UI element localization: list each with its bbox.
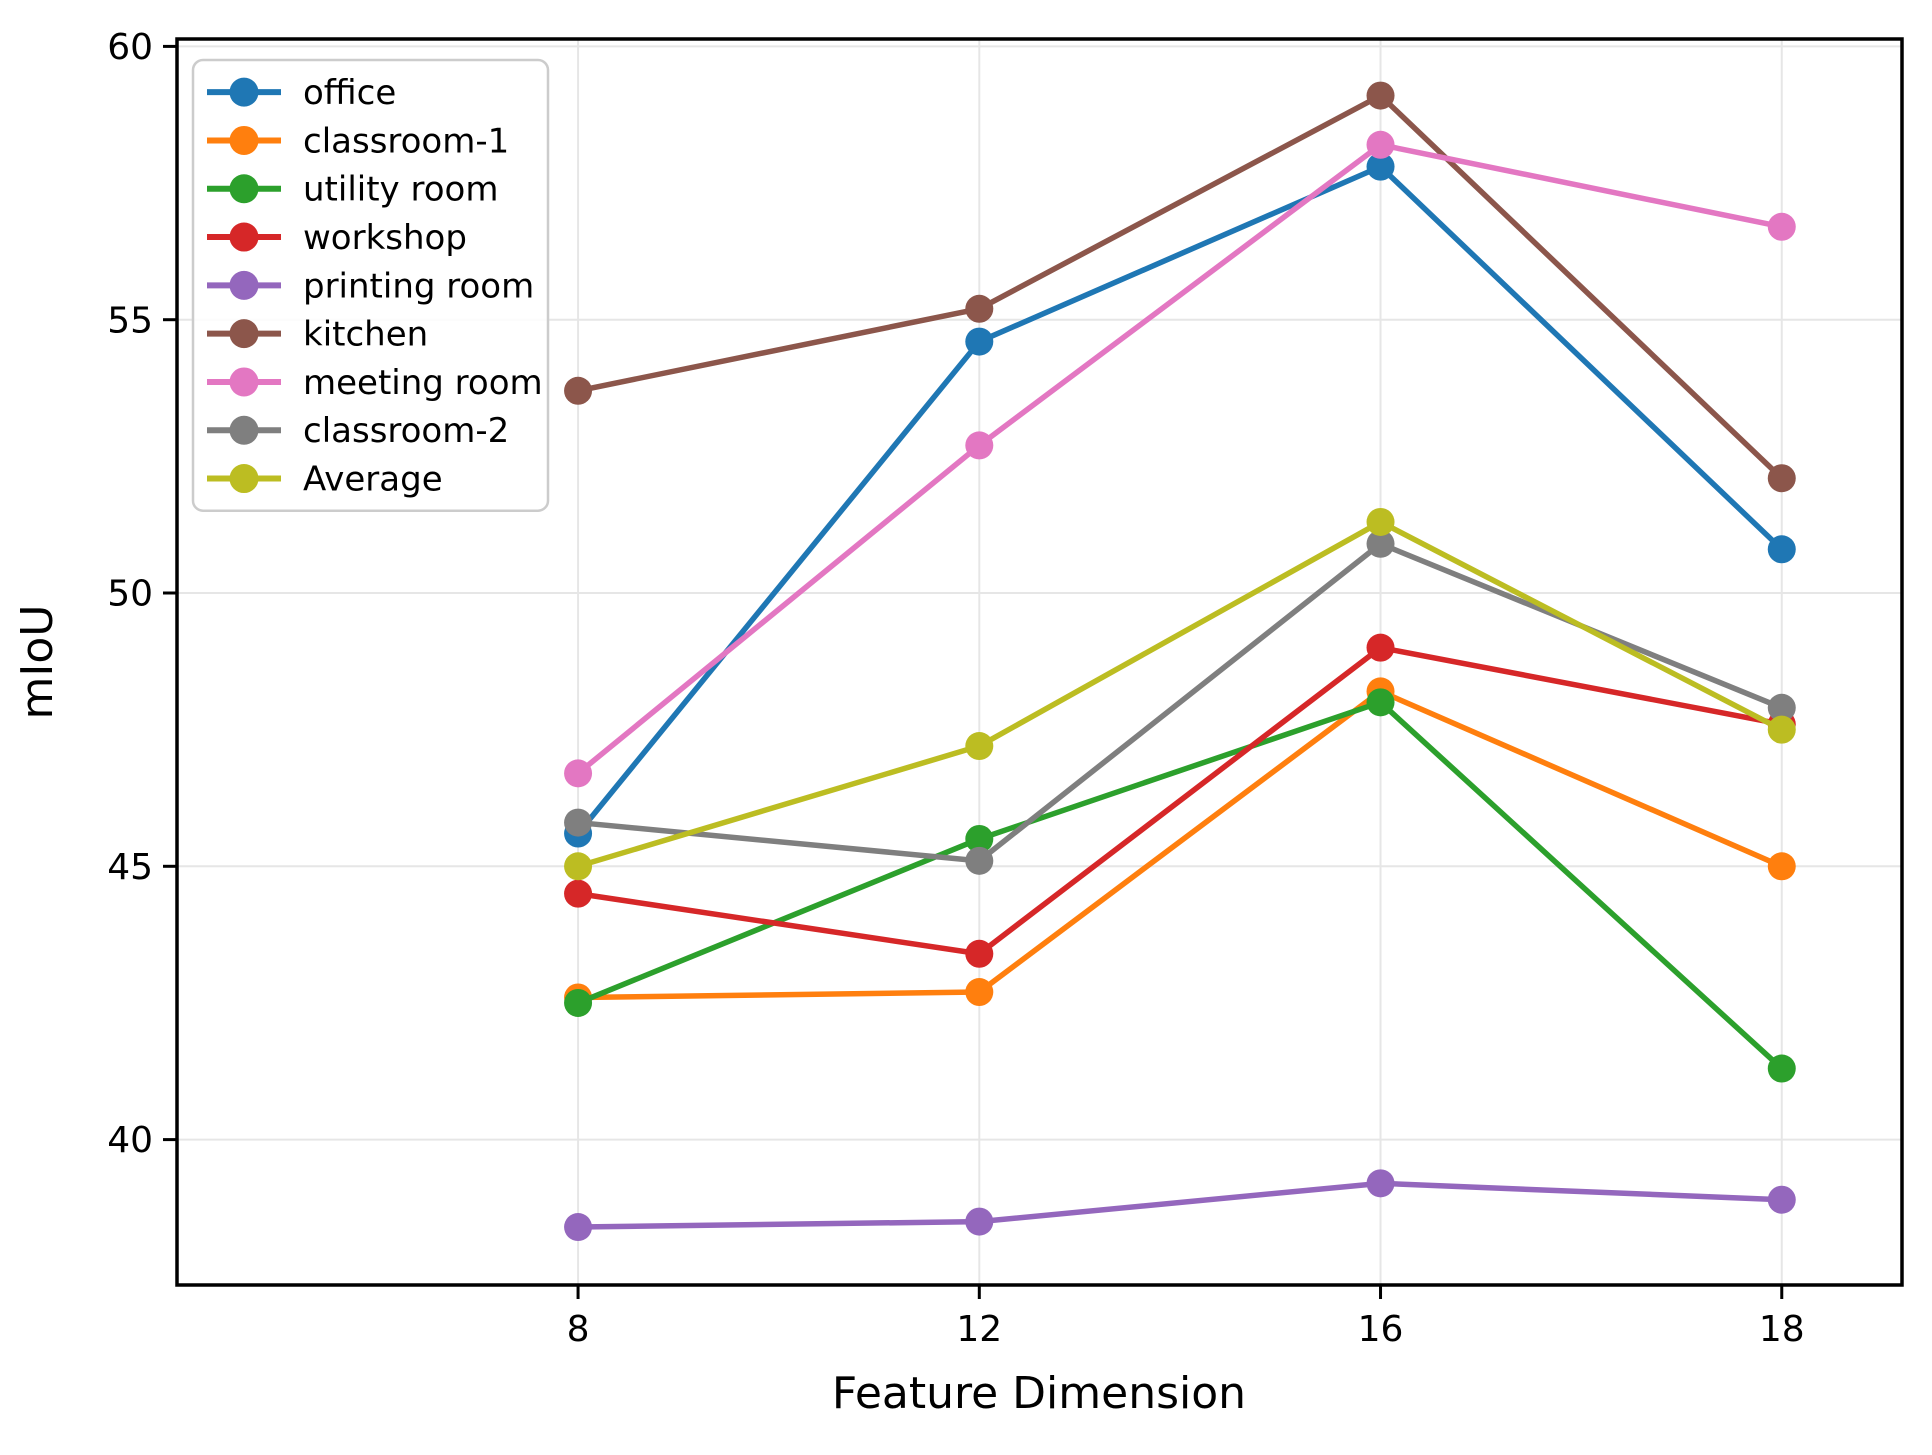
data-point-marker [1767, 715, 1796, 744]
legend-label: classroom-2 [303, 411, 509, 451]
data-point-marker [1767, 852, 1796, 881]
series-line [575, 142, 1785, 777]
legend-sample-marker [229, 174, 259, 204]
legend-sample-marker [229, 415, 259, 445]
data-point-marker [564, 879, 593, 908]
series-line [575, 644, 1785, 957]
y-tick-label: 50 [107, 574, 153, 615]
legend-item-office: office [207, 73, 396, 113]
data-point-marker [1767, 1185, 1796, 1214]
series-line [575, 519, 1785, 870]
data-point-marker [965, 1207, 994, 1236]
series-line [575, 163, 1785, 837]
data-point-marker [1366, 152, 1395, 181]
data-point-marker [965, 939, 994, 968]
x-tick-label: 12 [956, 1309, 1002, 1350]
data-point-marker [1366, 507, 1395, 536]
series-line [575, 92, 1785, 481]
legend-item-classroom-2: classroom-2 [207, 411, 509, 451]
data-point-marker [1767, 1054, 1796, 1083]
legend-label: workshop [303, 218, 467, 258]
legend-label: classroom-1 [303, 121, 509, 161]
legend-box [191, 58, 550, 512]
legend-sample-marker [229, 77, 259, 107]
data-point-marker [965, 327, 994, 356]
legend: office classroom-1 utility room workshop pri… [191, 58, 550, 512]
data-point-marker [564, 988, 593, 1017]
data-point-marker [1366, 529, 1395, 558]
data-point-marker [965, 431, 994, 460]
data-point-marker [1366, 81, 1395, 110]
y-tick-label: 45 [107, 847, 153, 888]
legend-sample-marker [229, 222, 259, 252]
legend-item-printing-room: printing room [207, 266, 534, 306]
series-line [575, 699, 1785, 1072]
series-Average [564, 507, 1796, 881]
y-tick-label: 55 [107, 300, 153, 341]
data-point-marker [1366, 1169, 1395, 1198]
series-utility-room [564, 688, 1796, 1083]
data-point-marker [1767, 535, 1796, 564]
data-point-marker [564, 376, 593, 405]
y-axis-label: mIoU [12, 605, 63, 720]
axes-box [175, 37, 1904, 1287]
data-point-marker [965, 978, 994, 1007]
data-point-marker [965, 732, 994, 761]
series-workshop [564, 633, 1796, 968]
data-point-marker [564, 759, 593, 788]
legend-sample-marker [229, 125, 259, 155]
legend-label: kitchen [303, 315, 428, 355]
series-kitchen [564, 81, 1796, 493]
x-tick-label: 16 [1358, 1309, 1404, 1350]
series-line [575, 1180, 1785, 1230]
y-tick-label: 60 [107, 27, 153, 68]
series-line [575, 688, 1785, 1001]
data-point-marker [564, 852, 593, 881]
data-point-marker [564, 808, 593, 837]
y-tick-label: 40 [107, 1120, 153, 1161]
data-point-marker [965, 824, 994, 853]
data-point-marker [1767, 212, 1796, 241]
legend-item-meeting-room: meeting room [207, 363, 543, 403]
series-meeting-room [564, 130, 1796, 788]
legend-sample-marker [229, 367, 259, 397]
data-point-marker [564, 1213, 593, 1242]
legend-label: meeting room [303, 363, 543, 403]
data-point-marker [1366, 633, 1395, 662]
axis-ticks: 40 45 50 55 60 8 12 16 18 [107, 27, 1804, 1350]
legend-sample-marker [229, 270, 259, 300]
legend-label: Average [303, 459, 443, 499]
legend-label: office [303, 73, 396, 113]
x-tick-label: 8 [567, 1309, 590, 1350]
series-layer [564, 81, 1796, 1242]
series-classroom-2 [564, 529, 1796, 875]
data-point-marker [1767, 693, 1796, 722]
data-point-marker [1767, 464, 1796, 493]
series-classroom-1 [564, 677, 1796, 1012]
data-point-marker [1366, 688, 1395, 717]
series-printing-room [564, 1169, 1796, 1242]
x-axis-label: Feature Dimension [832, 1368, 1246, 1419]
x-tick-label: 18 [1759, 1309, 1805, 1350]
legend-sample-marker [229, 319, 259, 349]
legend-item-kitchen: kitchen [207, 315, 428, 355]
data-point-marker [1366, 130, 1395, 159]
legend-item-Average: Average [207, 459, 443, 499]
data-point-marker [965, 846, 994, 875]
legend-item-utility-room: utility room [207, 170, 498, 210]
data-point-marker [965, 294, 994, 323]
legend-item-workshop: workshop [207, 218, 467, 258]
legend-label: utility room [303, 170, 498, 210]
legend-item-classroom-1: classroom-1 [207, 121, 509, 161]
series-office [564, 152, 1796, 848]
legend-sample-marker [229, 464, 259, 494]
legend-label: printing room [303, 266, 534, 306]
